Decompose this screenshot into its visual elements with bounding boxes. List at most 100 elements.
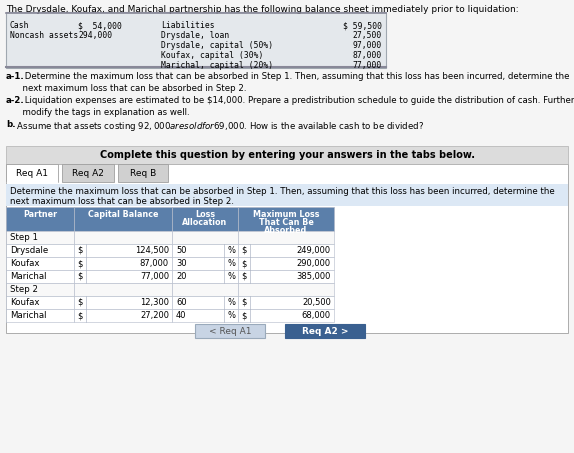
Text: Req B: Req B xyxy=(130,169,156,178)
Bar xyxy=(238,244,334,257)
Text: Allocation: Allocation xyxy=(183,218,228,227)
Text: 20: 20 xyxy=(176,272,187,281)
Bar xyxy=(74,207,172,231)
Text: %: % xyxy=(228,259,236,268)
Text: Step 2: Step 2 xyxy=(10,285,38,294)
Bar xyxy=(6,257,74,270)
Bar xyxy=(6,207,74,231)
Bar xyxy=(74,270,172,283)
Text: $: $ xyxy=(241,272,246,281)
Text: That Can Be: That Can Be xyxy=(258,218,313,227)
Bar xyxy=(285,324,365,338)
Bar xyxy=(6,231,74,244)
Text: Noncash assets: Noncash assets xyxy=(10,31,78,40)
Bar xyxy=(6,12,386,68)
Text: The Drysdale, Koufax, and Marichal partnership has the following balance sheet i: The Drysdale, Koufax, and Marichal partn… xyxy=(6,5,519,14)
Text: Req A2 >: Req A2 > xyxy=(302,327,348,336)
Bar xyxy=(6,164,58,182)
Text: 77,000: 77,000 xyxy=(353,61,382,70)
Text: $: $ xyxy=(241,259,246,268)
Bar xyxy=(62,164,114,182)
Bar xyxy=(172,244,238,257)
Bar xyxy=(238,270,334,283)
Bar xyxy=(172,283,238,296)
Text: 97,000: 97,000 xyxy=(353,41,382,50)
Bar xyxy=(74,296,172,309)
Text: Drysdale, capital (50%): Drysdale, capital (50%) xyxy=(161,41,273,50)
Text: $  54,000: $ 54,000 xyxy=(78,21,122,30)
Text: Liabilities: Liabilities xyxy=(161,21,215,30)
Bar xyxy=(238,309,334,322)
Text: Cash: Cash xyxy=(10,21,29,30)
Bar xyxy=(238,231,334,244)
Bar xyxy=(74,309,172,322)
Text: < Req A1: < Req A1 xyxy=(209,327,251,336)
Bar xyxy=(195,324,265,338)
Text: Drysdale, loan: Drysdale, loan xyxy=(161,31,229,40)
Text: Assume that assets costing $92,000 are sold for $69,000. How is the available ca: Assume that assets costing $92,000 are s… xyxy=(14,120,424,133)
Bar xyxy=(6,244,74,257)
Text: Koufax: Koufax xyxy=(10,259,40,268)
Text: next maximum loss that can be absorbed in Step 2.: next maximum loss that can be absorbed i… xyxy=(6,84,246,93)
Text: 12,300: 12,300 xyxy=(140,298,169,307)
Text: Req A2: Req A2 xyxy=(72,169,104,178)
Bar xyxy=(6,270,74,283)
Text: $: $ xyxy=(77,272,83,281)
Text: 290,000: 290,000 xyxy=(297,259,331,268)
Text: %: % xyxy=(228,298,236,307)
Text: modify the tags in explanation as well.: modify the tags in explanation as well. xyxy=(6,108,189,117)
Bar xyxy=(74,244,172,257)
Text: Step 1: Step 1 xyxy=(10,233,38,242)
Text: Liquidation expenses are estimated to be $14,000. Prepare a predistribution sche: Liquidation expenses are estimated to be… xyxy=(22,96,574,105)
Text: $: $ xyxy=(241,298,246,307)
Bar xyxy=(172,270,238,283)
Text: Complete this question by entering your answers in the tabs below.: Complete this question by entering your … xyxy=(99,150,475,160)
Bar xyxy=(238,207,334,231)
Text: 87,000: 87,000 xyxy=(353,51,382,60)
Text: 50: 50 xyxy=(176,246,187,255)
Bar xyxy=(172,309,238,322)
Text: %: % xyxy=(228,246,236,255)
Text: b.: b. xyxy=(6,120,15,129)
Text: 27,500: 27,500 xyxy=(353,31,382,40)
Bar xyxy=(6,146,568,164)
Text: $: $ xyxy=(241,311,246,320)
Bar xyxy=(6,184,568,206)
Bar xyxy=(238,283,334,296)
Text: Marichal: Marichal xyxy=(10,272,46,281)
Bar xyxy=(172,207,238,231)
Text: $: $ xyxy=(241,246,246,255)
Bar xyxy=(74,231,172,244)
Text: 27,200: 27,200 xyxy=(140,311,169,320)
Text: $: $ xyxy=(77,311,83,320)
Text: Absorbed: Absorbed xyxy=(265,226,308,235)
Text: Koufax, capital (30%): Koufax, capital (30%) xyxy=(161,51,263,60)
Text: 294,000: 294,000 xyxy=(78,31,112,40)
Bar xyxy=(172,257,238,270)
Text: next maximum loss that can be absorbed in Step 2.: next maximum loss that can be absorbed i… xyxy=(10,197,234,206)
Text: Marichal: Marichal xyxy=(10,311,46,320)
Text: 249,000: 249,000 xyxy=(297,246,331,255)
Text: 60: 60 xyxy=(176,298,187,307)
Bar xyxy=(74,257,172,270)
Text: $: $ xyxy=(77,259,83,268)
Bar xyxy=(238,257,334,270)
Text: $ 59,500: $ 59,500 xyxy=(343,21,382,30)
Text: a-2.: a-2. xyxy=(6,96,25,105)
Bar xyxy=(6,164,568,333)
Text: Determine the maximum loss that can be absorbed in Step 1. Then, assuming that t: Determine the maximum loss that can be a… xyxy=(22,72,570,81)
Text: Req A1: Req A1 xyxy=(16,169,48,178)
Text: 124,500: 124,500 xyxy=(135,246,169,255)
Text: 30: 30 xyxy=(176,259,187,268)
Text: Drysdale: Drysdale xyxy=(10,246,48,255)
Bar xyxy=(74,283,172,296)
Text: 68,000: 68,000 xyxy=(302,311,331,320)
Text: Capital Balance: Capital Balance xyxy=(88,210,158,219)
Bar xyxy=(172,296,238,309)
Text: Partner: Partner xyxy=(23,210,57,219)
Bar xyxy=(172,231,238,244)
Text: Loss: Loss xyxy=(195,210,215,219)
Text: Koufax: Koufax xyxy=(10,298,40,307)
Text: %: % xyxy=(228,311,236,320)
Text: 87,000: 87,000 xyxy=(140,259,169,268)
